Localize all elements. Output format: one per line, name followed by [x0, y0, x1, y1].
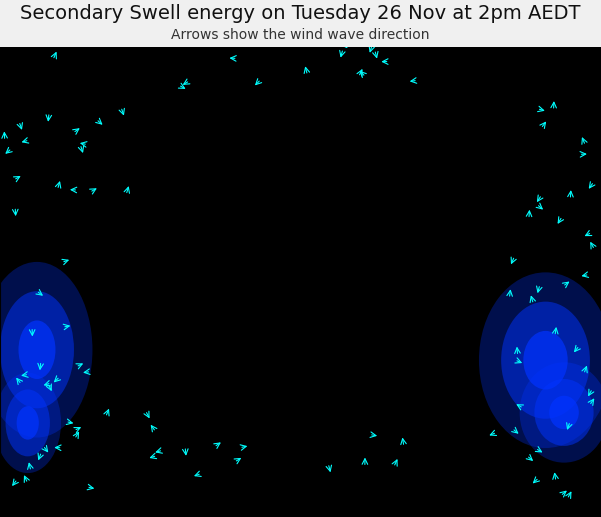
Text: Arrows show the wind wave direction: Arrows show the wind wave direction	[171, 28, 430, 42]
Ellipse shape	[520, 362, 601, 463]
Ellipse shape	[523, 331, 568, 389]
Ellipse shape	[17, 406, 39, 439]
Ellipse shape	[5, 389, 50, 457]
Ellipse shape	[549, 396, 579, 429]
Ellipse shape	[501, 301, 590, 419]
Ellipse shape	[479, 272, 601, 448]
Ellipse shape	[19, 321, 55, 379]
Ellipse shape	[0, 262, 93, 437]
Text: Secondary Swell energy on Tuesday 26 Nov at 2pm AEDT: Secondary Swell energy on Tuesday 26 Nov…	[20, 4, 581, 23]
Ellipse shape	[534, 379, 594, 446]
Ellipse shape	[0, 373, 61, 473]
Ellipse shape	[0, 291, 74, 408]
